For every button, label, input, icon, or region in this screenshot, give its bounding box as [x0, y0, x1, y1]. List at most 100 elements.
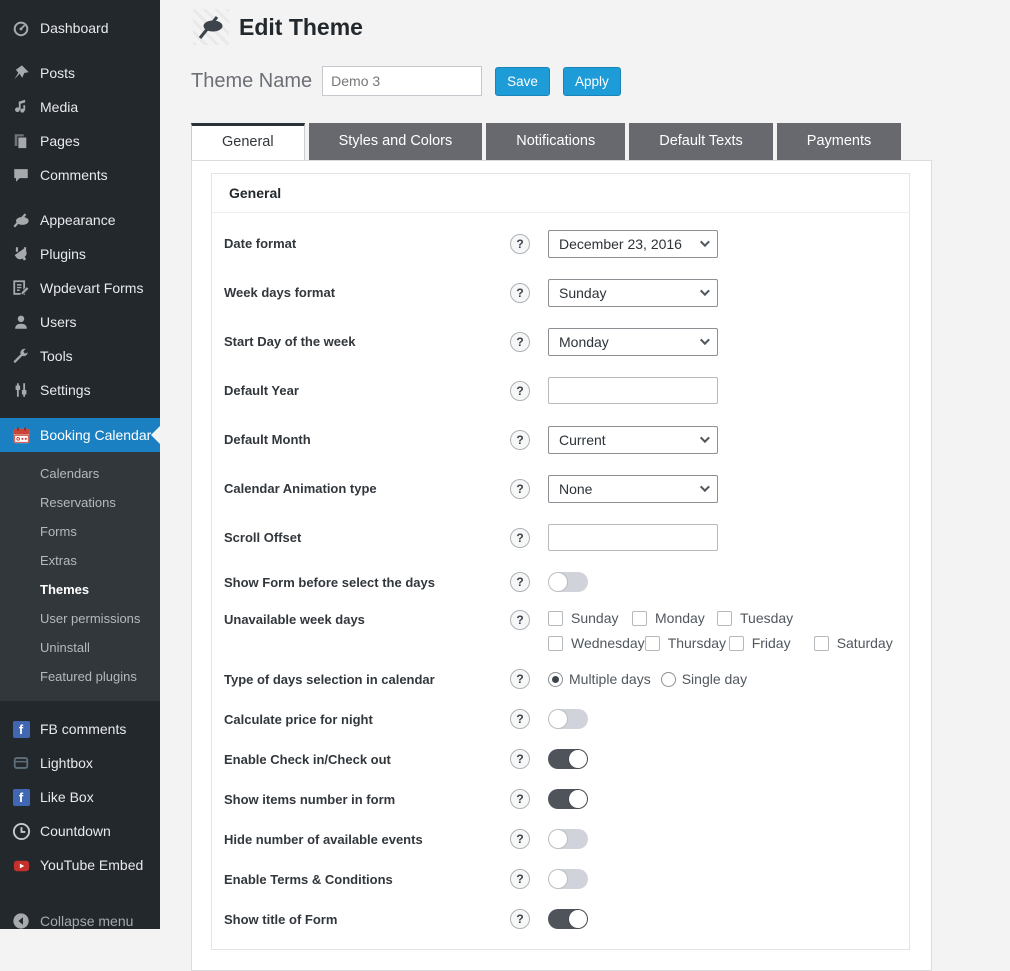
field-label: Show title of Form — [224, 911, 338, 927]
sidebar-item-dashboard[interactable]: Dashboard — [0, 11, 160, 45]
submenu-item-calendars[interactable]: Calendars — [40, 466, 100, 481]
youtube-icon — [11, 855, 31, 875]
help-icon[interactable] — [510, 869, 530, 889]
sidebar-item-countdown[interactable]: Countdown — [0, 814, 160, 848]
submenu-item-extras[interactable]: Extras — [40, 553, 77, 568]
user-icon — [11, 312, 31, 332]
submenu-item-reservations[interactable]: Reservations — [40, 495, 116, 510]
help-icon[interactable] — [510, 282, 530, 303]
sidebar-item-wpdevart-forms[interactable]: Wpdevart Forms — [0, 271, 160, 305]
sidebar-item-label: Booking Calendar — [40, 427, 152, 443]
facebook-icon — [11, 719, 31, 739]
help-icon[interactable] — [510, 478, 530, 499]
scroll-offset-input[interactable] — [548, 524, 718, 551]
toggle-knob — [569, 790, 587, 808]
theme-name-input[interactable] — [322, 66, 483, 96]
sidebar-item-media[interactable]: Media — [0, 90, 160, 124]
help-icon[interactable] — [510, 527, 530, 548]
default-month-select[interactable]: Current — [548, 425, 718, 454]
submenu-item-forms[interactable]: Forms — [40, 524, 77, 539]
default-year-input[interactable] — [548, 377, 718, 404]
help-icon[interactable] — [510, 829, 530, 849]
help-icon[interactable] — [510, 572, 530, 592]
sidebar-item-collapse-menu[interactable]: Collapse menu — [0, 904, 160, 938]
radio-button[interactable] — [548, 671, 563, 687]
submenu-item-user-permissions[interactable]: User permissions — [40, 611, 141, 626]
radio-multiple-days[interactable]: Multiple days — [548, 671, 651, 687]
sidebar-item-plugins[interactable]: Plugins — [0, 237, 160, 271]
submenu-item-featured-plugins[interactable]: Featured plugins — [40, 669, 137, 684]
sidebar-item-tools[interactable]: Tools — [0, 339, 160, 373]
checkbox-friday[interactable]: Friday — [728, 635, 814, 651]
checkbox[interactable] — [728, 635, 744, 651]
show-title-toggle[interactable] — [548, 909, 588, 929]
check-in-out-toggle[interactable] — [548, 749, 588, 769]
checkbox[interactable] — [548, 635, 563, 651]
sidebar-item-label: Comments — [40, 167, 108, 183]
tab-notifications[interactable]: Notifications — [486, 123, 626, 160]
sidebar-item-pages[interactable]: Pages — [0, 124, 160, 158]
help-icon[interactable] — [510, 669, 530, 689]
checkbox-saturday[interactable]: Saturday — [813, 635, 893, 651]
theme-name-label: Theme Name — [191, 69, 313, 92]
help-icon[interactable] — [510, 380, 530, 401]
sidebar-item-settings[interactable]: Settings — [0, 373, 160, 407]
help-icon[interactable] — [510, 749, 530, 769]
sidebar-item-youtube-embed[interactable]: YouTube Embed — [0, 848, 160, 882]
radio-single-day[interactable]: Single day — [660, 671, 747, 687]
checkbox[interactable] — [813, 635, 829, 651]
date-format-select[interactable]: December 23, 2016 — [548, 229, 718, 258]
save-button[interactable]: Save — [495, 66, 550, 96]
help-icon[interactable] — [510, 909, 530, 929]
sidebar-item-users[interactable]: Users — [0, 305, 160, 339]
tab-payments[interactable]: Payments — [776, 123, 902, 160]
help-icon[interactable] — [510, 331, 530, 352]
weekday-checkbox-group: Sunday Monday Tuesday Wednesday Thursday… — [548, 610, 897, 651]
terms-conditions-toggle[interactable] — [548, 869, 588, 889]
animation-type-select[interactable]: None — [548, 474, 718, 503]
field-label: Unavailable week days — [224, 612, 365, 627]
sidebar-item-posts[interactable]: Posts — [0, 56, 160, 90]
tab-default-texts[interactable]: Default Texts — [629, 123, 773, 160]
checkbox-monday[interactable]: Monday — [632, 610, 717, 626]
submenu-item-themes[interactable]: Themes — [40, 582, 90, 597]
active-menu-arrow — [142, 426, 160, 444]
media-icon — [11, 97, 31, 117]
field-label: Scroll Offset — [224, 530, 302, 545]
checkbox[interactable] — [644, 635, 660, 651]
tab-styles-and-colors[interactable]: Styles and Colors — [308, 123, 483, 160]
edit-theme-brush-icon — [193, 9, 229, 45]
show-form-before-toggle[interactable] — [548, 572, 588, 592]
week-days-format-select[interactable]: Sunday — [548, 278, 718, 307]
checkbox-wednesday[interactable]: Wednesday — [548, 635, 645, 651]
start-day-select[interactable]: Monday — [548, 327, 718, 356]
help-icon[interactable] — [510, 789, 530, 809]
help-icon[interactable] — [510, 610, 530, 630]
submenu-item-uninstall[interactable]: Uninstall — [40, 640, 90, 655]
sidebar-item-booking-calendar[interactable]: Booking Calendar — [0, 418, 160, 452]
checkbox[interactable] — [717, 610, 732, 626]
apply-button[interactable]: Apply — [562, 66, 621, 96]
days-selection-radio-group: Multiple days Single day — [548, 671, 757, 687]
checkbox-tuesday[interactable]: Tuesday — [717, 610, 802, 626]
checkbox-sunday[interactable]: Sunday — [548, 610, 632, 626]
sidebar-item-comments[interactable]: Comments — [0, 158, 160, 192]
price-for-night-toggle[interactable] — [548, 709, 588, 729]
sidebar-item-fb-comments[interactable]: FB comments — [0, 712, 160, 746]
help-icon[interactable] — [510, 429, 530, 450]
items-number-toggle[interactable] — [548, 789, 588, 809]
toggle-knob — [549, 830, 567, 848]
sidebar-item-lightbox[interactable]: Lightbox — [0, 746, 160, 780]
tab-general[interactable]: General — [191, 123, 305, 160]
radio-button[interactable] — [660, 671, 676, 687]
sidebar-item-like-box[interactable]: Like Box — [0, 780, 160, 814]
help-icon[interactable] — [510, 233, 530, 254]
help-icon[interactable] — [510, 709, 530, 729]
field-row-week-days-format: Week days format Sunday — [224, 268, 897, 317]
sidebar-item-appearance[interactable]: Appearance — [0, 203, 160, 237]
checkbox[interactable] — [632, 610, 647, 626]
chevron-down-icon — [699, 237, 710, 248]
checkbox-thursday[interactable]: Thursday — [644, 635, 729, 651]
hide-available-events-toggle[interactable] — [548, 829, 588, 849]
checkbox[interactable] — [548, 610, 563, 626]
